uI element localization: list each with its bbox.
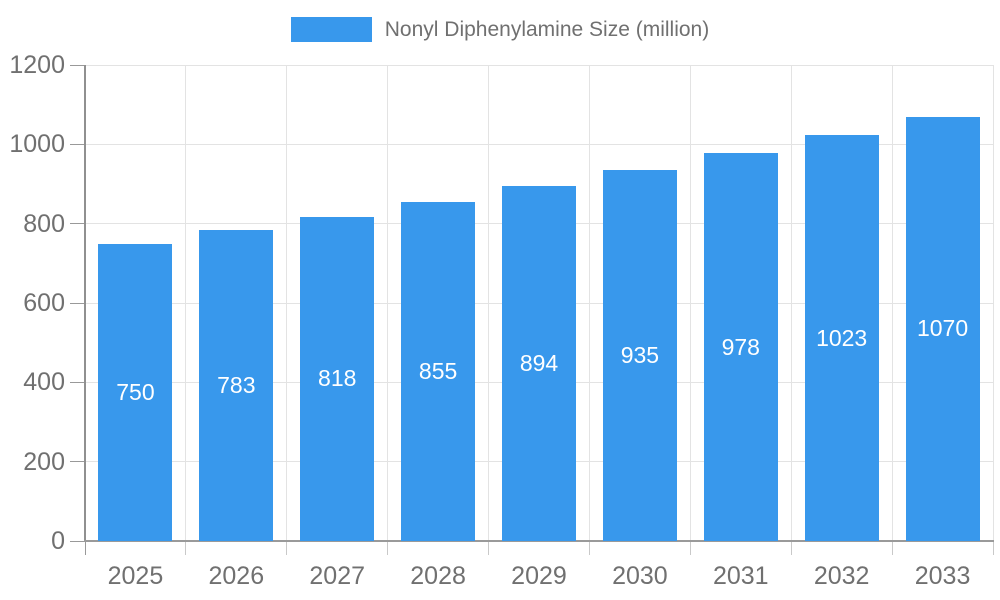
v-gridline [387,65,389,541]
bar-2029: 894 [502,186,576,541]
x-axis-label: 2032 [813,562,870,590]
y-axis-tick [70,223,85,225]
bar-2026: 783 [199,230,274,541]
bar-2030: 935 [602,170,677,541]
x-axis-label: 2025 [107,562,164,590]
bar-2031: 978 [703,153,778,541]
v-gridline [488,65,490,541]
x-axis-label: 2027 [309,562,366,590]
x-axis-label: 2031 [712,562,769,590]
x-axis-label: 2033 [914,562,971,590]
chart-legend[interactable]: Nonyl Diphenylamine Size (million) [0,17,1000,42]
y-axis-label: 200 [23,447,65,476]
bar-value-label: 818 [318,365,357,392]
bar-2032: 1023 [804,135,879,541]
bar-value-label: 1023 [816,324,868,351]
x-axis-tick [387,541,389,555]
x-axis-line [84,540,994,542]
bar-2033: 1070 [905,116,980,541]
bar-value-label: 750 [116,378,155,405]
x-axis-tick [689,541,691,555]
y-axis-tick [70,381,85,383]
y-axis-tick [70,461,85,463]
bar-2025: 750 [98,243,173,541]
x-axis-tick [488,541,490,555]
bar-chart-plot-area: 0 200 400 600 800 1000 1200 750 783 818 855 894 935 9… [9,51,994,590]
h-gridline [85,143,993,145]
legend-swatch-icon [290,17,372,42]
v-gridline [689,65,691,541]
y-axis-tick [70,64,85,66]
x-axis-tick [891,541,893,555]
x-axis-label: 2029 [511,562,567,590]
x-axis-tick [84,541,86,555]
bar-value-label: 783 [217,372,256,399]
y-axis-label: 1000 [9,130,65,159]
bar-value-label: 935 [620,342,660,369]
x-axis-tick [588,541,590,555]
bar-2028: 855 [401,201,476,541]
x-axis-label: 2028 [410,562,466,590]
y-axis-line [84,65,86,541]
y-axis-label: 0 [51,527,65,555]
v-gridline [185,65,187,541]
y-axis-label: 600 [23,289,65,317]
x-axis-tick [790,541,792,555]
v-gridline [992,65,994,541]
bar-2027: 818 [300,216,375,541]
v-gridline [588,65,590,541]
bar-value-label: 978 [721,333,760,360]
v-gridline [286,65,288,541]
bar-value-label: 1070 [916,315,969,342]
y-axis-label: 400 [23,368,65,397]
y-axis-label: 1200 [9,51,65,79]
y-axis-tick [70,143,85,145]
y-axis-label: 800 [23,209,65,238]
x-axis-tick [286,541,288,555]
x-axis-label: 2030 [612,562,668,590]
x-axis-label: 2026 [208,562,265,590]
y-axis-tick [70,540,85,542]
bar-value-label: 894 [519,350,559,377]
bar-value-label: 855 [418,357,458,384]
legend-label: Nonyl Diphenylamine Size (million) [384,18,710,41]
v-gridline [790,65,792,541]
x-axis-tick [992,541,994,555]
v-gridline [891,65,893,541]
h-gridline [85,64,993,66]
y-axis-tick [70,302,85,304]
x-axis-tick [185,541,187,555]
